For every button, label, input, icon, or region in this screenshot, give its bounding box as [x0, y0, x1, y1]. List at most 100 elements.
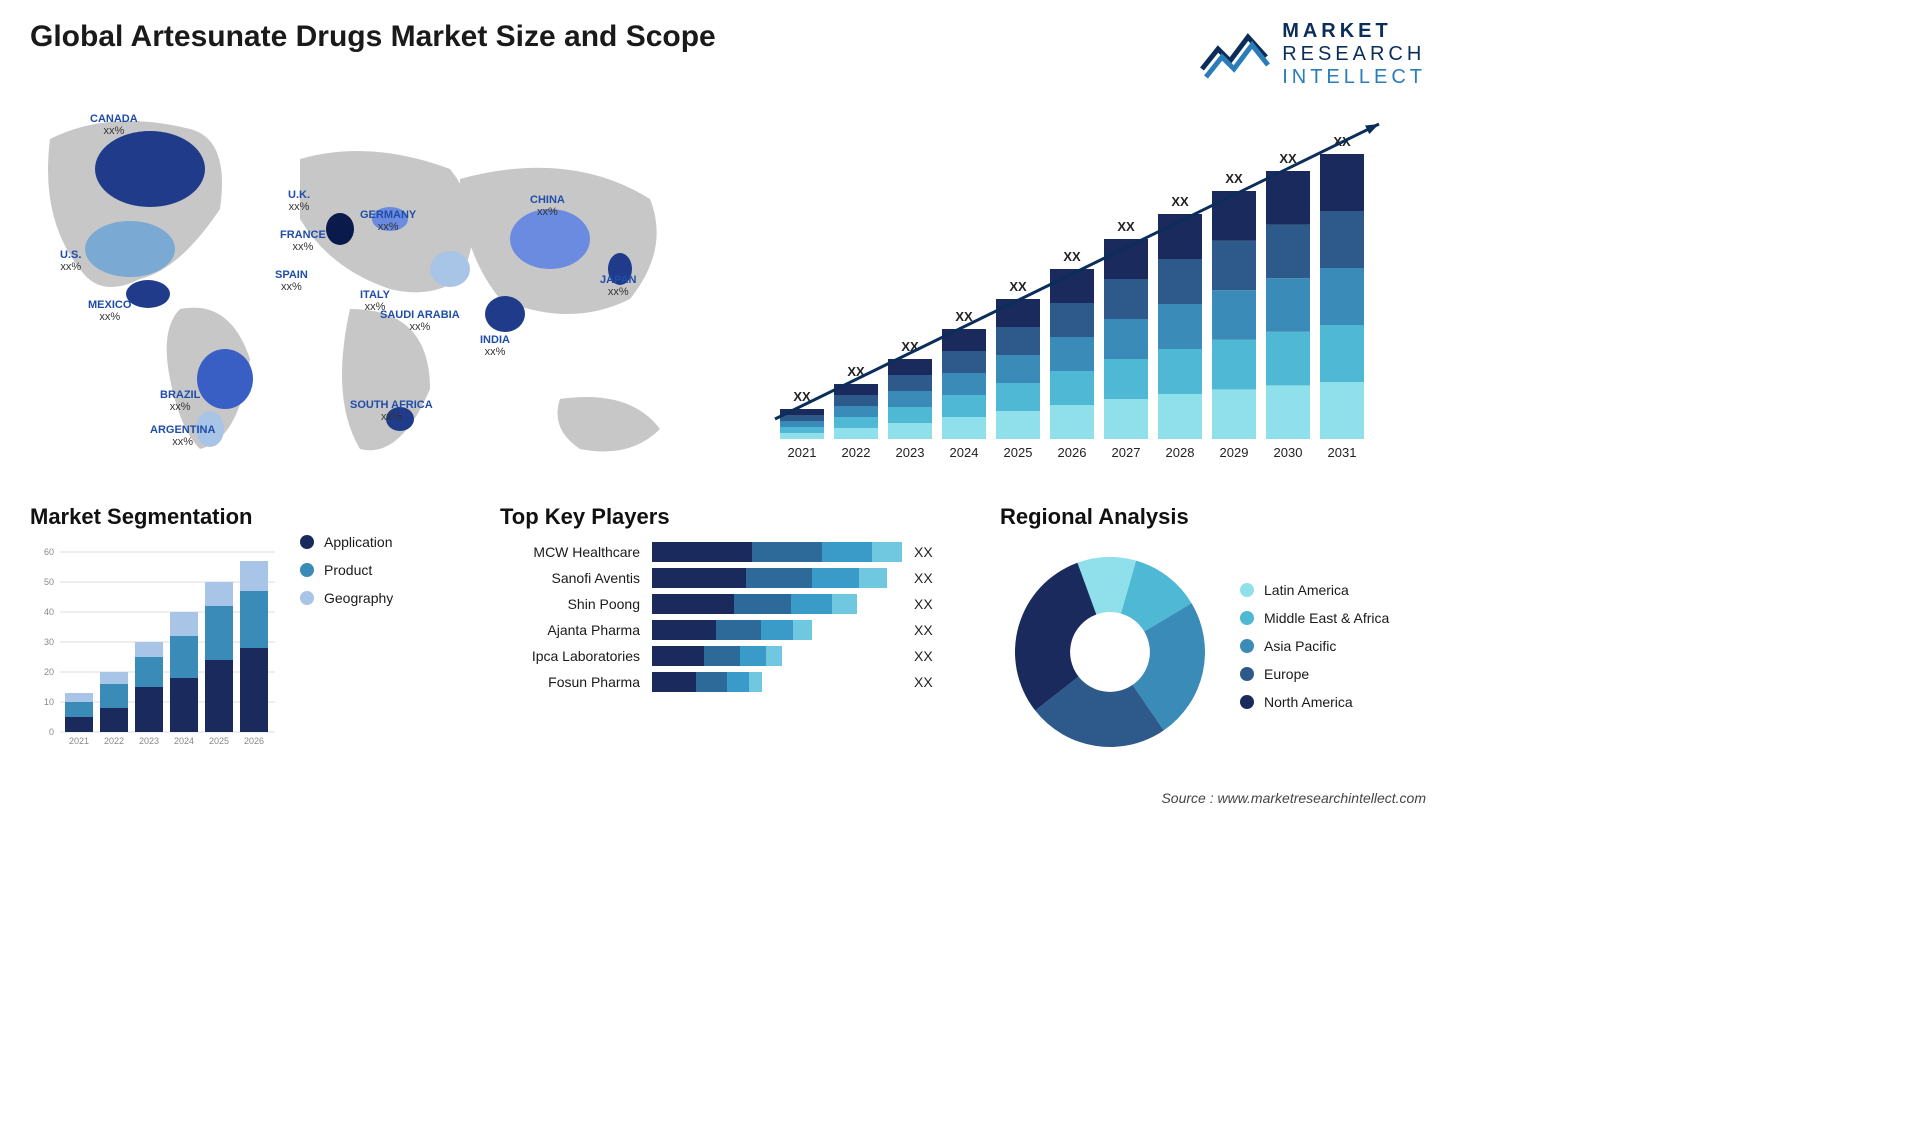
- map-label: BRAZILxx%: [160, 389, 200, 413]
- svg-text:2025: 2025: [1004, 445, 1033, 460]
- svg-text:2026: 2026: [244, 736, 264, 746]
- segmentation-panel: Market Segmentation 0 10 20 30 40 50 60 2021 202…: [30, 504, 470, 762]
- svg-text:2024: 2024: [174, 736, 194, 746]
- player-name: Shin Poong: [500, 596, 640, 612]
- segmentation-legend: Application Product Geography: [300, 504, 470, 762]
- player-value: XX: [914, 596, 933, 612]
- svg-text:2029: 2029: [1220, 445, 1249, 460]
- map-label: CANADAxx%: [90, 113, 138, 137]
- header: Global Artesunate Drugs Market Size and …: [30, 20, 1426, 89]
- map-label: U.K.xx%: [288, 189, 310, 213]
- source-line: Source : www.marketresearchintellect.com: [1161, 790, 1426, 806]
- player-name: MCW Healthcare: [500, 544, 640, 560]
- map-label: ARGENTINAxx%: [150, 424, 215, 448]
- svg-text:20: 20: [44, 667, 54, 677]
- player-name: Sanofi Aventis: [500, 570, 640, 586]
- svg-text:2023: 2023: [139, 736, 159, 746]
- player-value: XX: [914, 648, 933, 664]
- svg-text:2021: 2021: [788, 445, 817, 460]
- player-bar: [652, 542, 902, 562]
- player-row: Ipca Laboratories XX: [500, 646, 970, 666]
- svg-text:XX: XX: [1171, 194, 1189, 209]
- svg-text:0: 0: [49, 727, 54, 737]
- legend-item: Europe: [1240, 666, 1426, 682]
- map-label: SOUTH AFRICAxx%: [350, 399, 433, 423]
- svg-text:2021: 2021: [69, 736, 89, 746]
- player-bar: [652, 672, 902, 692]
- svg-text:2026: 2026: [1058, 445, 1087, 460]
- map-label: MEXICOxx%: [88, 299, 131, 323]
- svg-text:10: 10: [44, 697, 54, 707]
- player-row: Fosun Pharma XX: [500, 672, 970, 692]
- svg-text:30: 30: [44, 637, 54, 647]
- brand-line2: RESEARCH: [1282, 43, 1426, 66]
- legend-item: Application: [300, 534, 470, 550]
- svg-text:XX: XX: [1225, 171, 1243, 186]
- player-row: Shin Poong XX: [500, 594, 970, 614]
- brand-mark-icon: [1200, 27, 1270, 83]
- player-value: XX: [914, 674, 933, 690]
- legend-item: North America: [1240, 694, 1426, 710]
- svg-text:40: 40: [44, 607, 54, 617]
- player-bar: [652, 568, 902, 588]
- legend-item: Latin America: [1240, 582, 1426, 598]
- svg-text:2025: 2025: [209, 736, 229, 746]
- svg-text:XX: XX: [955, 309, 973, 324]
- legend-item: Asia Pacific: [1240, 638, 1426, 654]
- main-chart-svg: XX2021XX2022XX2023XX2024XX2025XX2026XX20…: [750, 99, 1410, 479]
- player-bar: [652, 646, 902, 666]
- svg-text:2024: 2024: [950, 445, 979, 460]
- svg-text:2028: 2028: [1166, 445, 1195, 460]
- players-heading: Top Key Players: [500, 504, 970, 530]
- legend-item: Product: [300, 562, 470, 578]
- player-bar: [652, 620, 902, 640]
- svg-text:2030: 2030: [1274, 445, 1303, 460]
- legend-item: Middle East & Africa: [1240, 610, 1426, 626]
- page-title: Global Artesunate Drugs Market Size and …: [30, 20, 716, 54]
- players-list: MCW HealthcareXXSanofi AventisXXShin Poo…: [500, 542, 970, 692]
- regional-heading: Regional Analysis: [1000, 504, 1426, 530]
- main-forecast-chart: XX2021XX2022XX2023XX2024XX2025XX2026XX20…: [750, 99, 1426, 479]
- map-label: GERMANYxx%: [360, 209, 416, 233]
- map-label: CHINAxx%: [530, 194, 565, 218]
- map-label: SAUDI ARABIAxx%: [380, 309, 460, 333]
- player-value: XX: [914, 570, 933, 586]
- legend-item: Geography: [300, 590, 470, 606]
- players-panel: Top Key Players MCW HealthcareXXSanofi A…: [500, 504, 970, 762]
- brand-logo: MARKET RESEARCH INTELLECT: [1200, 20, 1426, 89]
- brand-text: MARKET RESEARCH INTELLECT: [1282, 20, 1426, 89]
- segmentation-chart-svg: 0 10 20 30 40 50 60 2021 2022 2023 2024 2025 2026: [30, 542, 280, 752]
- player-bar: [652, 594, 902, 614]
- player-row: Sanofi Aventis XX: [500, 568, 970, 588]
- svg-text:XX: XX: [1063, 249, 1081, 264]
- svg-text:2027: 2027: [1112, 445, 1141, 460]
- svg-text:2023: 2023: [896, 445, 925, 460]
- svg-text:60: 60: [44, 547, 54, 557]
- brand-line3: INTELLECT: [1282, 66, 1426, 89]
- player-value: XX: [914, 544, 933, 560]
- svg-text:2022: 2022: [104, 736, 124, 746]
- player-row: MCW Healthcare XX: [500, 542, 970, 562]
- player-name: Ipca Laboratories: [500, 648, 640, 664]
- player-row: Ajanta PharmaXX: [500, 620, 970, 640]
- map-label: U.S.xx%: [60, 249, 81, 273]
- brand-line1: MARKET: [1282, 20, 1426, 43]
- map-label: INDIAxx%: [480, 334, 510, 358]
- svg-text:2022: 2022: [842, 445, 871, 460]
- svg-text:2031: 2031: [1328, 445, 1357, 460]
- player-name: Ajanta Pharma: [500, 622, 640, 638]
- player-name: Fosun Pharma: [500, 674, 640, 690]
- segmentation-heading: Market Segmentation: [30, 504, 280, 530]
- map-label: FRANCExx%: [280, 229, 326, 253]
- top-row: CANADAxx% U.S.xx% MEXICOxx% BRAZILxx% ARGENT…: [30, 99, 1426, 479]
- svg-text:50: 50: [44, 577, 54, 587]
- map-label: JAPANxx%: [600, 274, 636, 298]
- regional-legend: Latin America Middle East & Africa Asia Pa…: [1240, 582, 1426, 722]
- bottom-row: Market Segmentation 0 10 20 30 40 50 60 2021 202…: [30, 504, 1426, 762]
- map-label: SPAINxx%: [275, 269, 308, 293]
- world-map-panel: CANADAxx% U.S.xx% MEXICOxx% BRAZILxx% ARGENT…: [30, 99, 710, 479]
- svg-text:XX: XX: [1117, 219, 1135, 234]
- regional-panel: Regional Analysis Latin America Middle Ea…: [1000, 504, 1426, 762]
- regional-donut-svg: [1000, 542, 1220, 762]
- svg-text:XX: XX: [1009, 279, 1027, 294]
